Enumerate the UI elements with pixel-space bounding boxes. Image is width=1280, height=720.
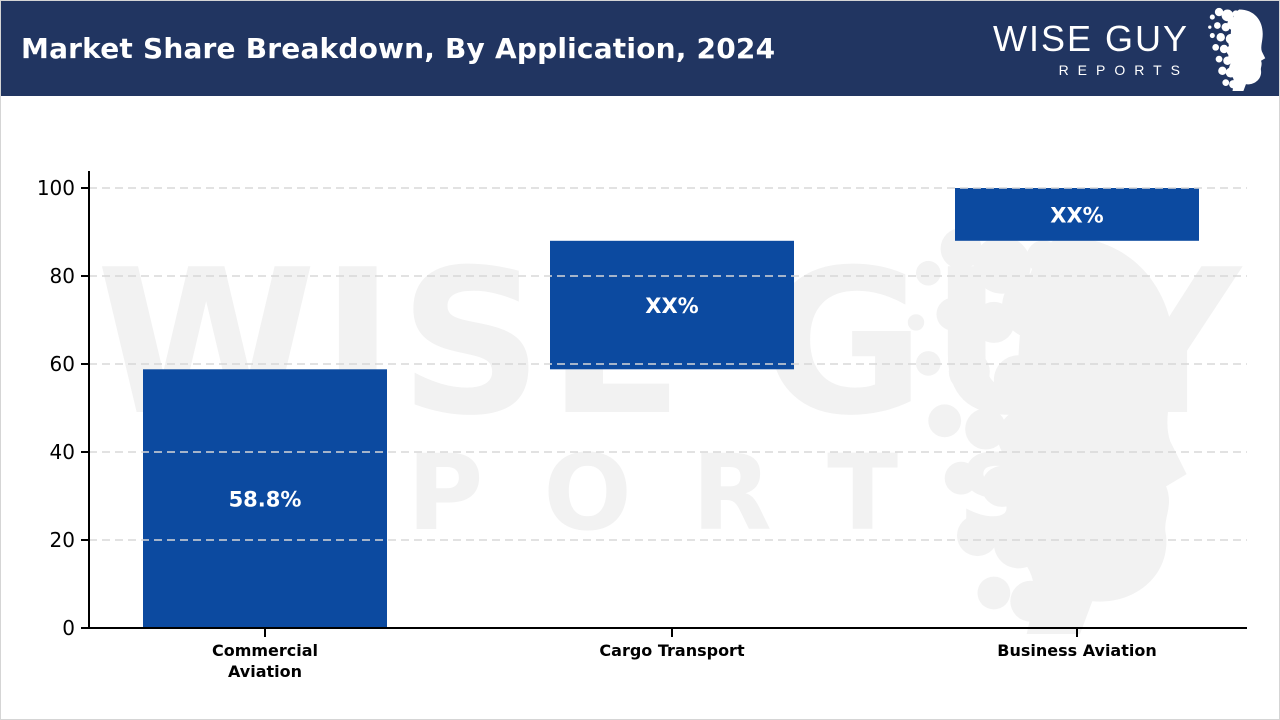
page-title: Market Share Breakdown, By Application, … — [21, 32, 776, 65]
logo-text-wiseguy: WISE GUY — [992, 18, 1189, 59]
bar-2 — [955, 188, 1199, 241]
y-tick-label-0: 0 — [62, 616, 75, 640]
header-band: Market Share Breakdown, By Application, … — [1, 1, 1279, 96]
wiseguy-logo: WISE GUY REPORTS — [992, 18, 1189, 78]
bar-0 — [143, 369, 387, 628]
category-label-1: Cargo Transport — [599, 641, 745, 660]
bar-1 — [550, 240, 794, 370]
y-tick-label-40: 40 — [50, 440, 75, 464]
category-label-0: Commercial Aviation — [212, 641, 318, 681]
y-tick-label-100: 100 — [37, 176, 75, 200]
chart-svg: 58.8% XX% XX% 0 20 40 60 80 100 Commercial Aviatio… — [37, 171, 1247, 681]
bar-label-2: XX% — [1050, 203, 1103, 227]
bar-label-0: 58.8% — [229, 488, 302, 512]
wiseguy-head-watermark-icon — [879, 224, 1199, 635]
y-tick-label-60: 60 — [50, 352, 75, 376]
category-label-2: Business Aviation — [997, 641, 1157, 660]
logo-text-reports: REPORTS — [1058, 62, 1189, 78]
wiseguy-head-logo-icon — [1199, 7, 1271, 91]
chart-region: WISE GUY REPORTS 58.8% XX% XX% 0 20 40 60 80 100… — [1, 96, 1279, 719]
y-tick-label-80: 80 — [50, 264, 75, 288]
bar-label-1: XX% — [645, 294, 698, 318]
y-tick-label-20: 20 — [50, 528, 75, 552]
